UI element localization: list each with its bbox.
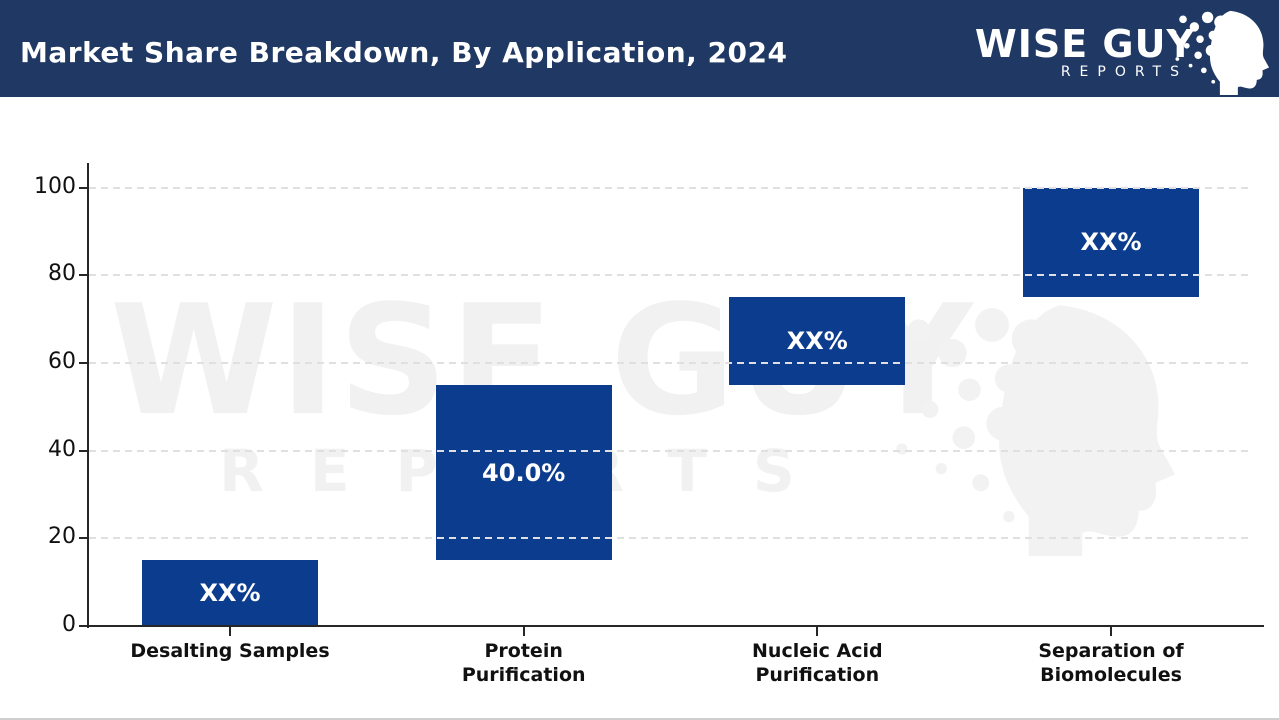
logo-wordmark: WISE GUY — [974, 22, 1195, 66]
x-tickmark-0 — [229, 627, 231, 636]
bar-value-label: XX% — [199, 579, 261, 608]
y-tick-label-20: 20 — [48, 524, 76, 550]
y-tickmark-40 — [79, 449, 88, 452]
x-category-label-line: Biomolecules — [1040, 664, 1182, 686]
bar-segment: XX% — [729, 297, 906, 385]
y-tickmark-80 — [79, 274, 88, 277]
bar-value-label: XX% — [1080, 228, 1142, 257]
x-category-label-line: Purification — [755, 664, 880, 686]
x-tickmark-2 — [816, 627, 819, 636]
gridline-y60 — [89, 361, 1253, 364]
bar-segment: XX% — [1023, 187, 1199, 298]
x-category-label: Separation of Biomolecules — [981, 639, 1241, 687]
y-tickmark-20 — [79, 537, 88, 540]
y-tick-label-40: 40 — [48, 436, 76, 462]
x-axis-spine — [87, 625, 1264, 627]
gridline-y100 — [89, 186, 1253, 189]
x-category-label-line: Separation of — [1038, 640, 1184, 662]
wise-guy-reports-logo: WISE GUY REPORTS — [975, 4, 1270, 95]
x-category-label: Desalting Samples — [100, 639, 360, 663]
y-tickmark-60 — [79, 361, 88, 364]
y-tick-label-80: 80 — [48, 261, 76, 287]
y-tick-label-60: 60 — [48, 348, 76, 374]
x-category-label-line: Protein — [484, 640, 563, 662]
bar-segment: XX% — [142, 560, 318, 626]
x-tickmark-1 — [522, 627, 525, 636]
bar-value-label: 40.0% — [482, 458, 566, 487]
x-category-label-line: Nucleic Acid — [752, 640, 883, 662]
x-category-label: Protein Purification — [394, 639, 654, 687]
wise-guy-head-icon — [1170, 10, 1270, 95]
y-tick-label-100: 100 — [34, 173, 76, 199]
x-tickmark-3 — [1110, 627, 1112, 636]
header-banner: Market Share Breakdown, By Application, … — [0, 0, 1280, 97]
x-category-label-line: Purification — [461, 664, 586, 686]
chart-title: Market Share Breakdown, By Application, … — [20, 36, 788, 69]
y-tick-label-0: 0 — [62, 612, 76, 637]
y-axis-spine — [87, 163, 89, 628]
y-tickmark-100 — [79, 186, 88, 189]
x-category-label: Nucleic Acid Purification — [687, 639, 947, 687]
bar-value-label: XX% — [786, 326, 848, 355]
gridline-y80 — [89, 274, 1253, 277]
logo-subtext: REPORTS — [1060, 64, 1188, 80]
y-tickmark-0 — [79, 625, 88, 627]
gridline-y40 — [89, 449, 1253, 452]
page-bottom-border — [0, 718, 1280, 720]
x-category-label-line: Desalting Samples — [130, 640, 330, 662]
gridline-y20 — [89, 537, 1253, 540]
bar-segment: 40.0% — [435, 384, 612, 561]
